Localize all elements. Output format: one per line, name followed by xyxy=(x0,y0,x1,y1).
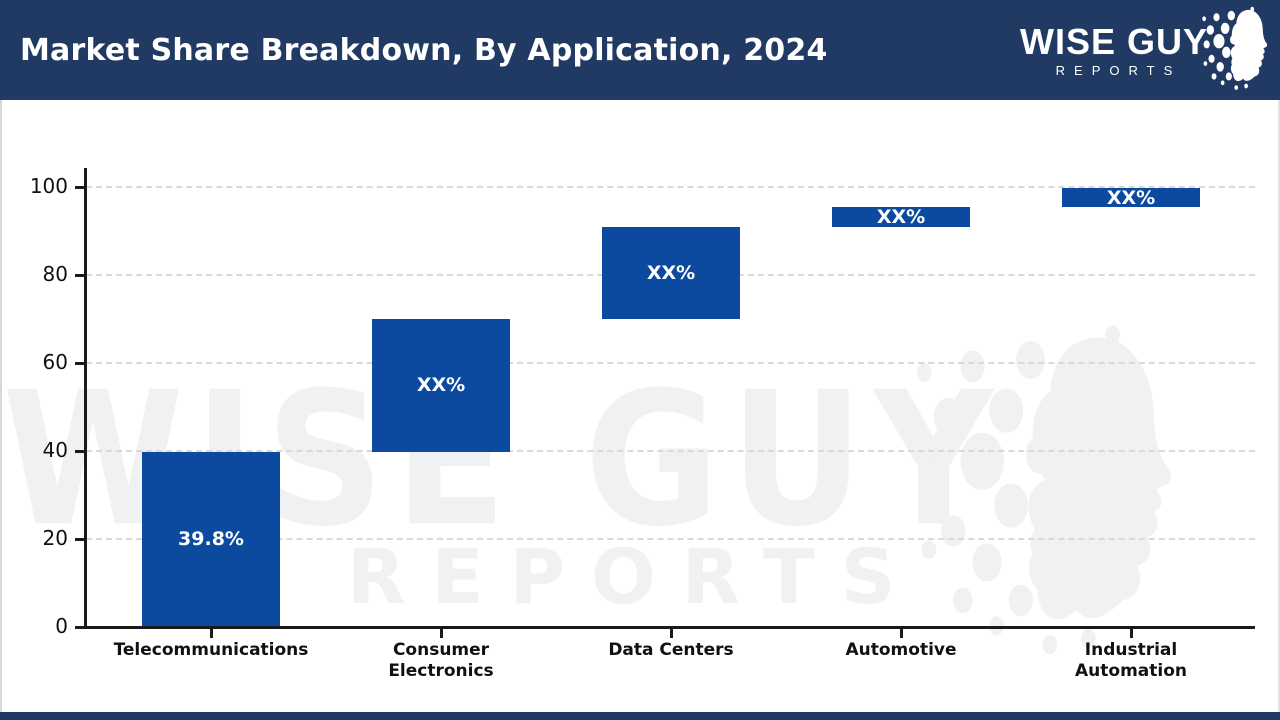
gridline-100 xyxy=(86,186,1255,188)
x-tick-0 xyxy=(209,629,213,638)
bar-automotive: XX% xyxy=(832,205,970,228)
bar-value-label: XX% xyxy=(646,261,696,284)
watermark-subtitle: REPORTS xyxy=(347,532,922,621)
y-tick-label-0: 0 xyxy=(55,614,68,638)
footer-bar xyxy=(0,712,1280,720)
page-title: Market Share Breakdown, By Application, … xyxy=(20,32,828,68)
bar-consumer-electronics: XX% xyxy=(372,319,510,452)
x-tick-label-3: Automotive xyxy=(845,640,957,660)
x-tick-1 xyxy=(439,629,443,638)
y-tick-80 xyxy=(75,273,85,277)
y-tick-40 xyxy=(75,449,85,453)
logo-subtitle: REPORTS xyxy=(1055,62,1182,78)
bar-telecommunications: 39.8% xyxy=(142,451,280,627)
y-tick-60 xyxy=(75,361,85,365)
logo-wordmark: WISE GUY xyxy=(1019,20,1208,62)
y-tick-label-20: 20 xyxy=(42,526,68,550)
bar-value-label: 39.8% xyxy=(178,528,244,551)
gridline-20 xyxy=(86,538,1255,540)
bar-value-label: XX% xyxy=(416,374,466,397)
x-tick-label-2: Data Centers xyxy=(608,640,734,660)
y-tick-100 xyxy=(75,185,85,189)
y-tick-label-60: 60 xyxy=(42,350,68,374)
wiseguy-logo-text: WISE GUY REPORTS xyxy=(1019,20,1208,78)
y-tick-label-40: 40 xyxy=(42,438,68,462)
x-tick-label-1: Consumer Electronics xyxy=(388,640,494,681)
gridline-40 xyxy=(86,450,1255,452)
y-tick-20 xyxy=(75,537,85,541)
y-tick-label-100: 100 xyxy=(29,174,68,198)
x-axis-spine xyxy=(75,626,1255,629)
wiseguy-logo: WISE GUY REPORTS xyxy=(1020,5,1272,95)
bar-industrial-automation: XX% xyxy=(1062,186,1200,209)
gridline-60 xyxy=(86,362,1255,364)
x-tick-2 xyxy=(669,629,673,638)
x-tick-label-4: Industrial Automation xyxy=(1075,640,1187,681)
header-bar: Market Share Breakdown, By Application, … xyxy=(0,0,1280,100)
x-tick-4 xyxy=(1129,629,1133,638)
bar-value-label: XX% xyxy=(1106,186,1156,209)
bar-data-centers: XX% xyxy=(602,226,740,319)
x-tick-label-0: Telecommunications xyxy=(113,640,309,660)
y-tick-label-80: 80 xyxy=(42,262,68,286)
y-axis-spine xyxy=(84,168,87,629)
bar-value-label: XX% xyxy=(876,205,926,228)
x-tick-3 xyxy=(899,629,903,638)
